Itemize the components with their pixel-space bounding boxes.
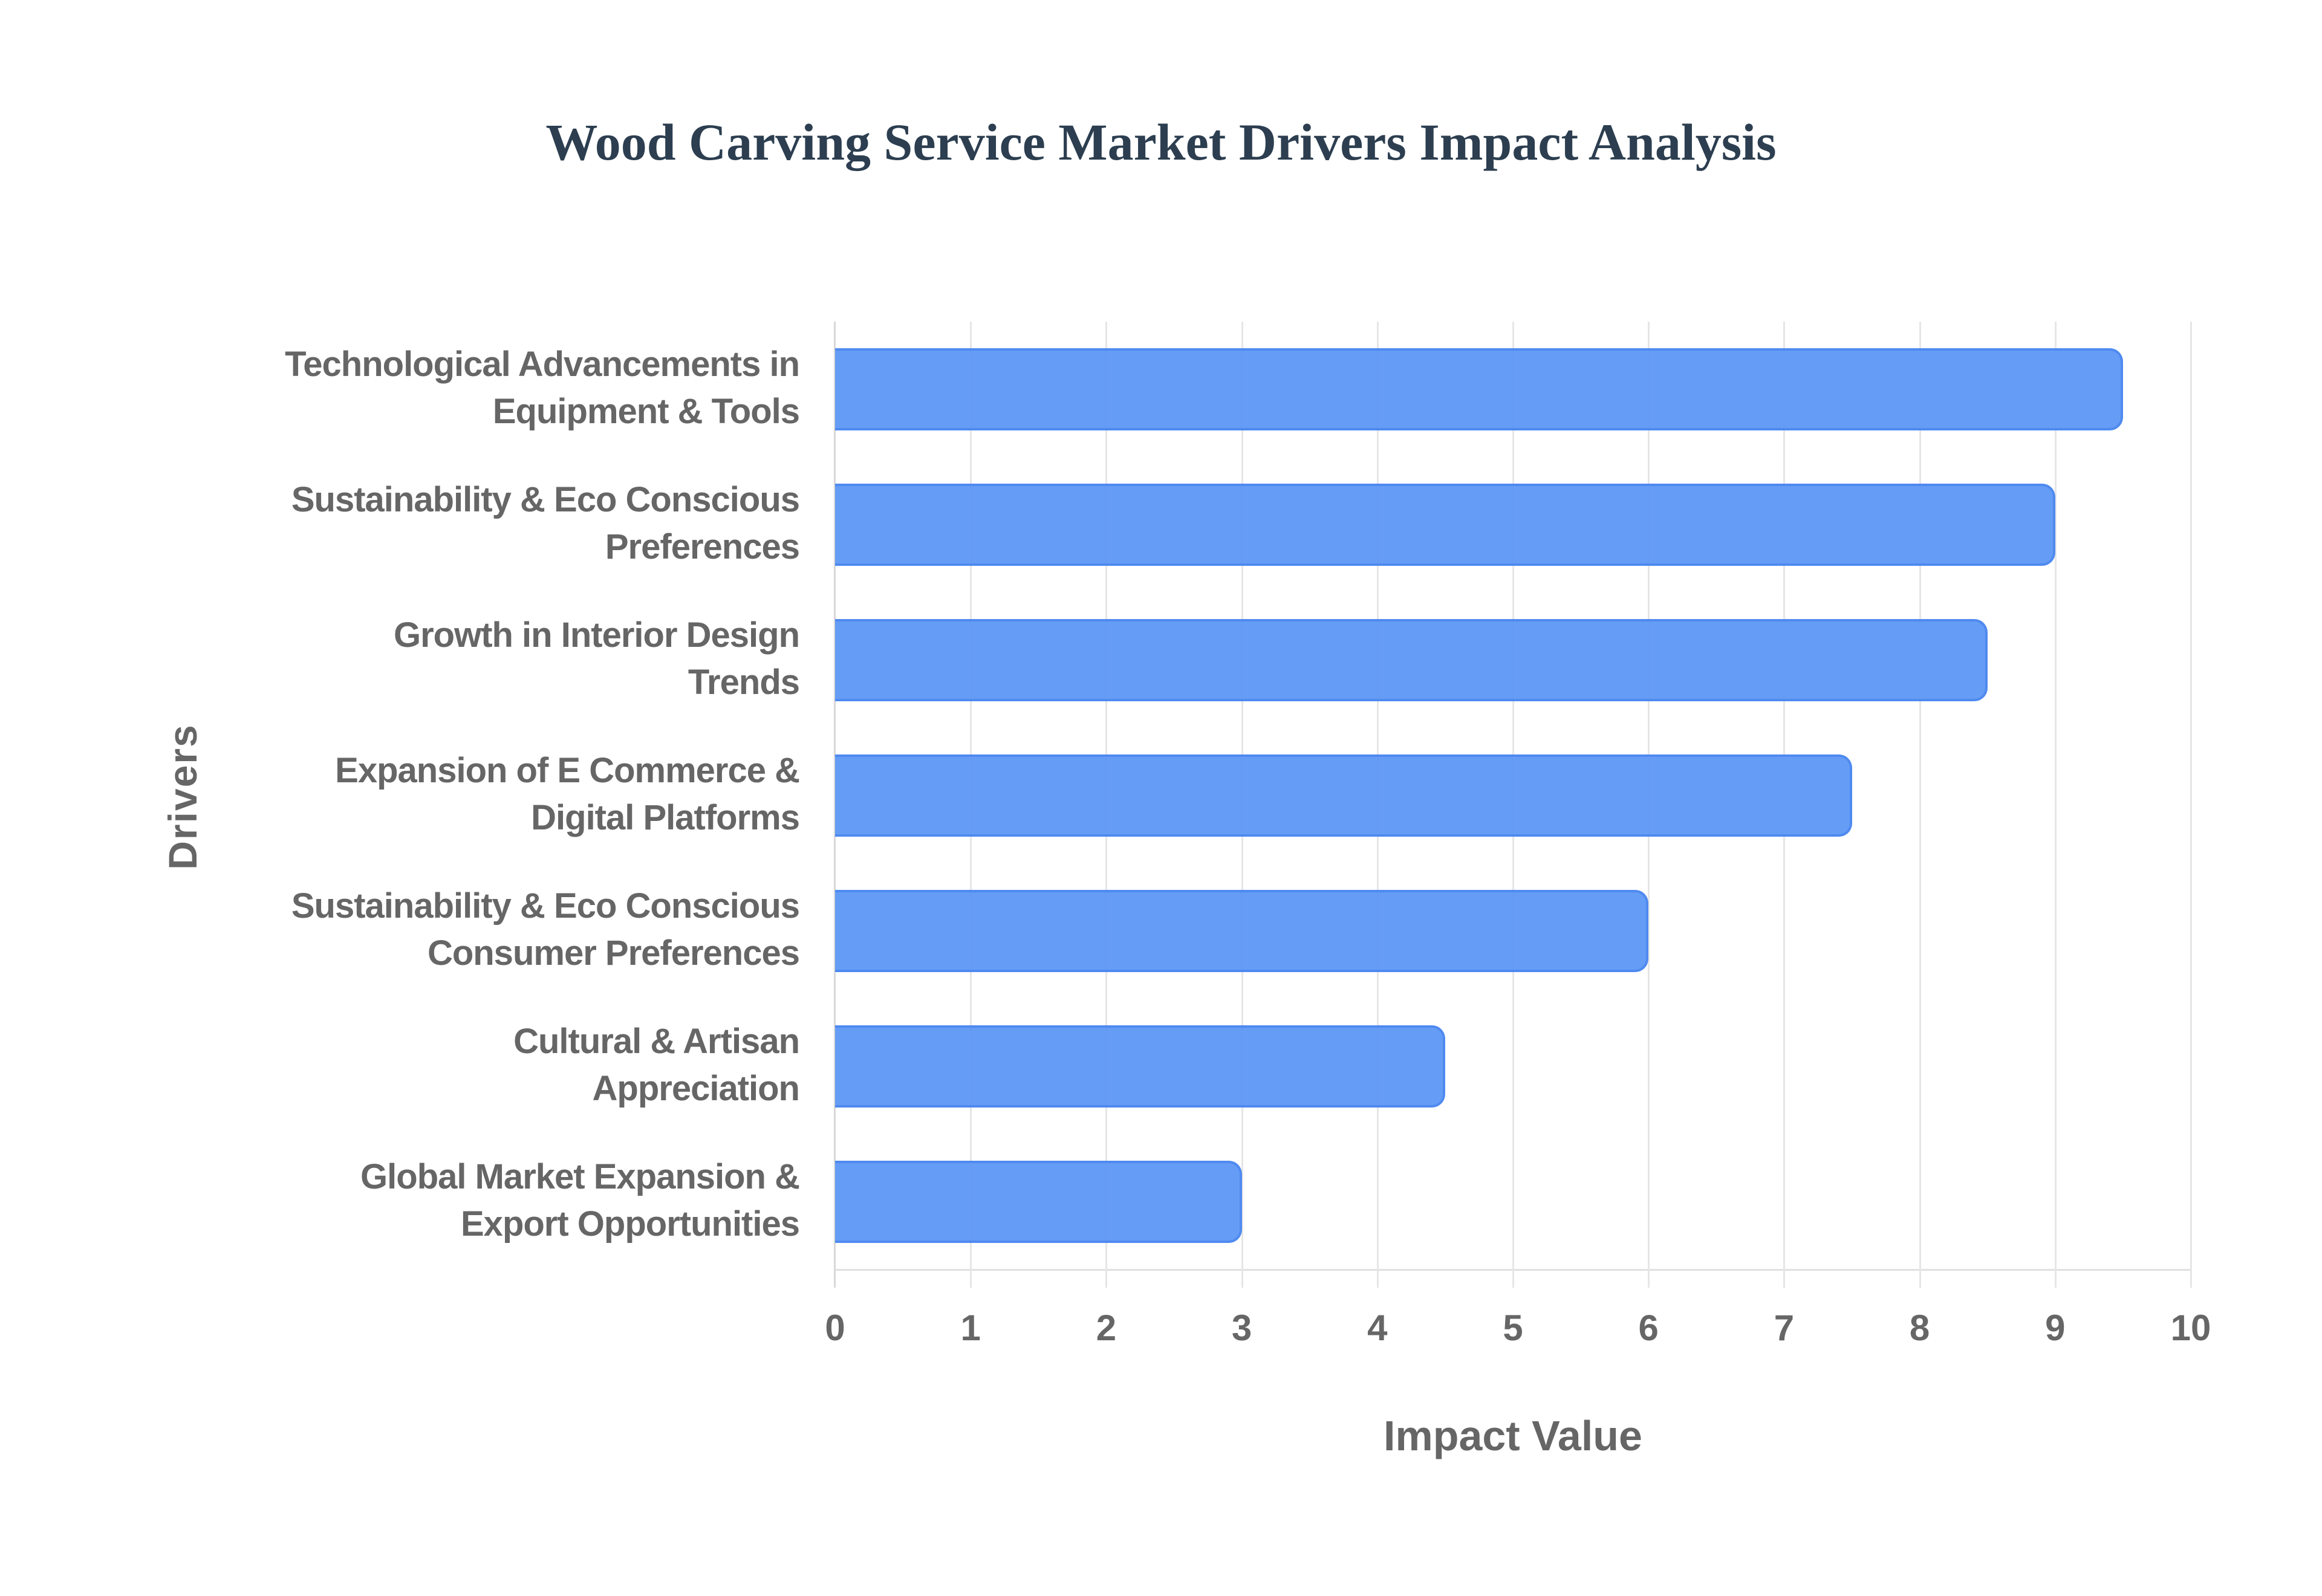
x-tick-label: 1 [960,1308,981,1348]
category-label-line2: Equipment & Tools [492,392,800,431]
x-tick-label: 3 [1231,1308,1252,1348]
category-label-line2: Export Opportunities [461,1204,800,1244]
y-category-label: Technological Advancements in Equipment &… [134,341,800,435]
category-label-line1: Cultural & Artisan [513,1022,800,1061]
gridline [2054,322,2057,1288]
category-label-line1: Sustainability & Eco Conscious [291,480,800,519]
y-category-label: Growth in Interior Design Trends [134,612,800,706]
plot-area [834,322,2192,1288]
y-category-label: Global Market Expansion & Export Opportun… [134,1153,800,1248]
x-tick-label: 7 [1774,1308,1795,1348]
x-tick-label: 0 [825,1308,845,1348]
y-category-label: Expansion of E Commerce & Digital Platfor… [134,747,800,842]
gridline [1919,322,1921,1288]
x-axis-title: Impact Value [1384,1412,1642,1459]
bar[interactable] [835,619,1988,701]
bar[interactable] [835,1025,1445,1108]
y-category-label: Sustainability & Eco Conscious Preference… [134,476,800,571]
x-tick-label: 4 [1367,1308,1388,1348]
category-label-line2: Trends [688,663,800,702]
y-category-label: Cultural & Artisan Appreciation [134,1018,801,1112]
x-tick-label: 2 [1096,1308,1117,1348]
category-label-line2: Appreciation [592,1069,801,1108]
y-axis-line [834,322,836,1288]
category-label-line2: Consumer Preferences [427,933,800,973]
category-label-line1: Global Market Expansion & [360,1157,800,1196]
bar[interactable] [835,484,2055,566]
bar[interactable] [835,1161,1242,1243]
category-label-line2: Preferences [605,527,800,566]
category-label-line1: Expansion of E Commerce & [335,751,800,790]
category-label-line1: Sustainability & Eco Conscious [291,886,800,926]
x-tick-label: 6 [1638,1308,1659,1348]
chart-title: Wood Carving Service Market Drivers Impa… [545,113,1777,171]
category-label-line1: Technological Advancements in [285,345,800,384]
x-tick-label: 5 [1503,1308,1523,1348]
bar[interactable] [835,348,2123,430]
gridline [2190,322,2192,1288]
x-tick-label: 10 [2170,1308,2211,1348]
category-label-line2: Digital Platforms [531,798,800,837]
x-tick-label: 9 [2045,1308,2066,1348]
x-tick-label: 8 [1909,1308,1930,1348]
y-category-label: Sustainability & Eco Conscious Consumer P… [134,883,800,977]
category-label-line1: Growth in Interior Design [393,615,800,655]
bar[interactable] [835,754,1852,837]
bar[interactable] [835,890,1649,972]
